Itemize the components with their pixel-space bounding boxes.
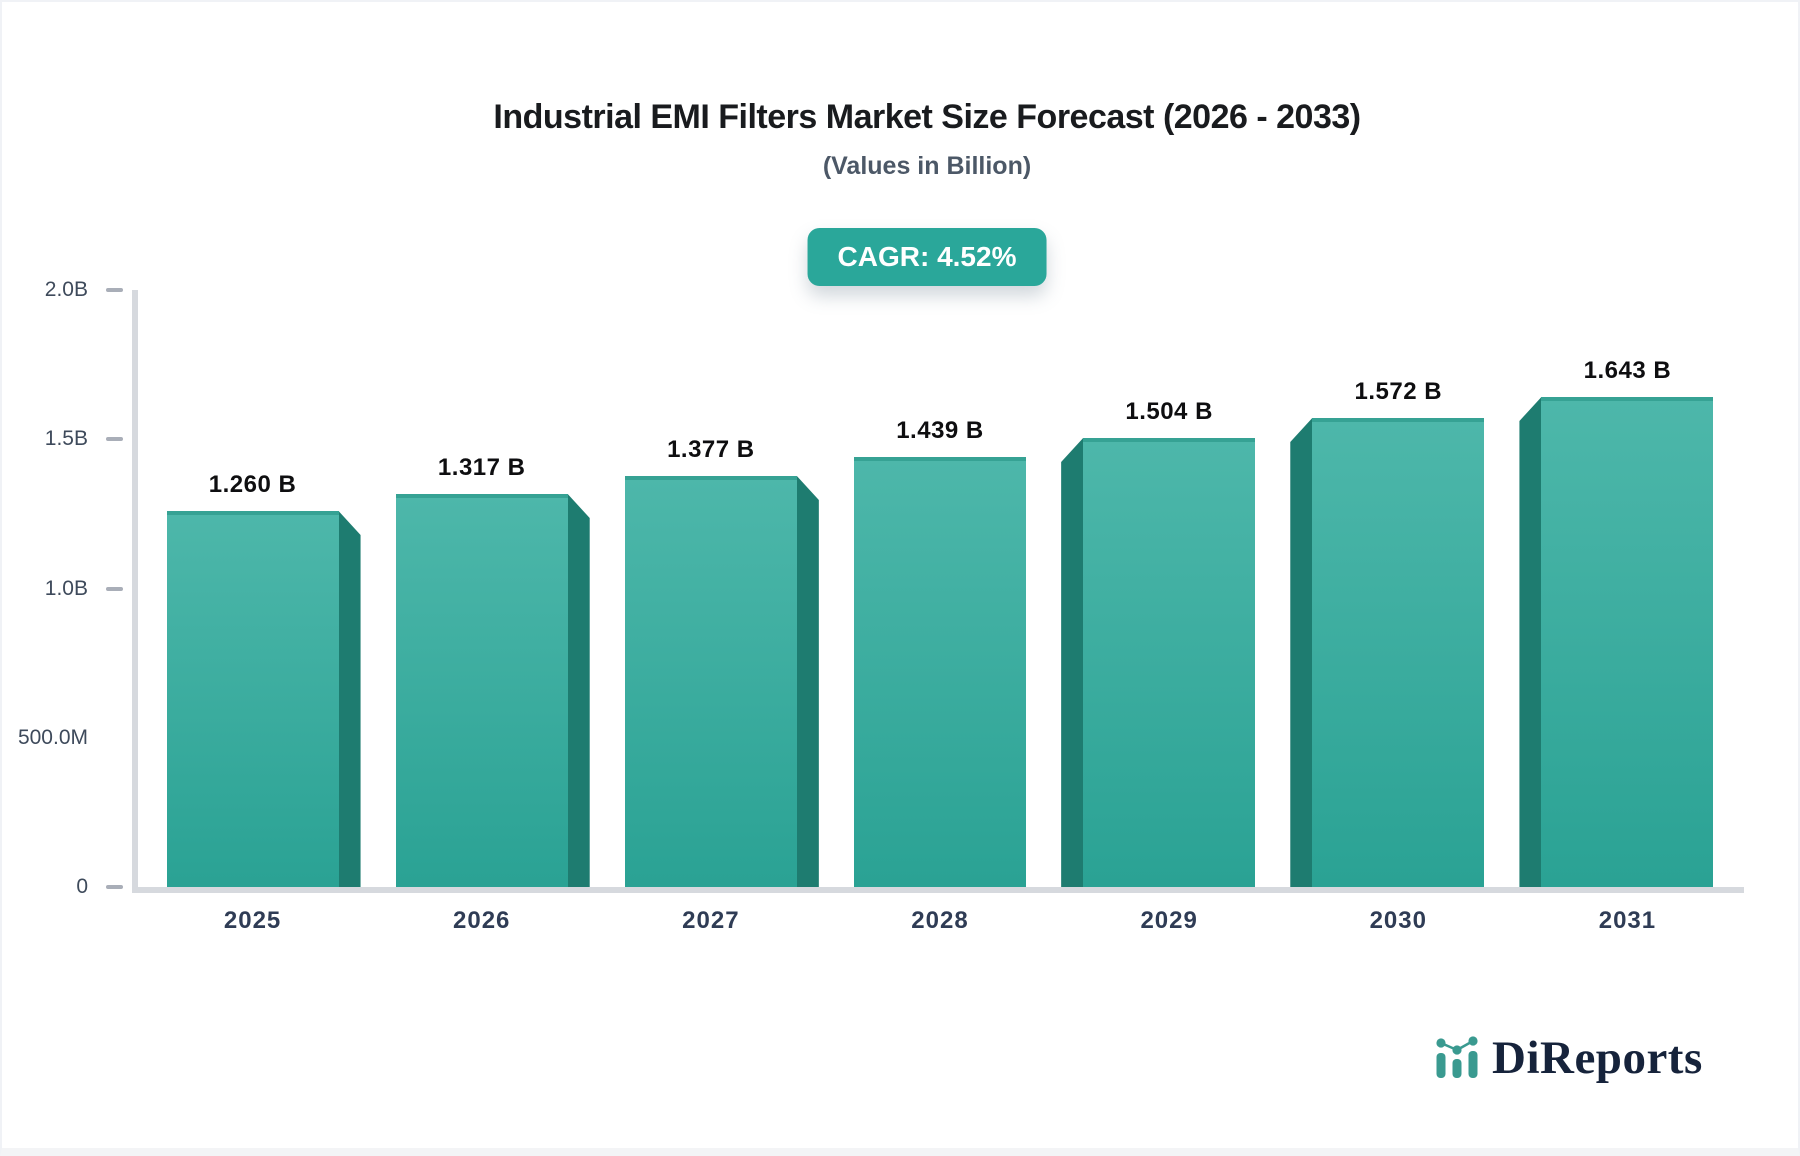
bar-side-face xyxy=(796,476,819,887)
bar xyxy=(1083,438,1256,887)
bar-slot: 1.572 B xyxy=(1284,290,1513,887)
y-tick-dash xyxy=(106,885,123,889)
chart-subtitle: (Values in Billion) xyxy=(822,152,1032,180)
x-tick-label: 2029 xyxy=(1140,907,1198,934)
y-tick-dash xyxy=(106,288,123,292)
bar-side-face xyxy=(1061,438,1084,887)
y-tick-dash xyxy=(106,437,123,442)
bar-value-label: 1.260 B xyxy=(208,471,297,498)
y-tick-dash xyxy=(106,586,123,591)
bar xyxy=(166,511,339,887)
bar-slot: 1.643 B xyxy=(1513,290,1742,887)
mini-bar-chart-icon xyxy=(1430,1028,1484,1087)
logo-text: DiReports xyxy=(1492,1031,1703,1084)
x-axis-line xyxy=(132,887,1744,893)
bar-slot: 1.260 B xyxy=(138,290,367,887)
x-tick-label: 2031 xyxy=(1598,907,1657,934)
x-tick-label: 2028 xyxy=(911,907,969,934)
bars: 1.260 B 1.317 B 1.377 B 1.439 B 1.504 B 1.572… xyxy=(138,290,1742,887)
bar-side-face xyxy=(567,494,590,887)
bar-slot: 1.317 B xyxy=(367,290,596,887)
bar-slot: 1.377 B xyxy=(596,290,825,887)
x-tick-label: 2030 xyxy=(1369,907,1427,934)
bar-side-face xyxy=(338,511,361,887)
y-tick-label: 2.0B xyxy=(44,278,88,301)
y-tick-label: 1.0B xyxy=(44,576,88,600)
bar-side-face xyxy=(1290,418,1313,887)
x-axis-labels: 2025 2026 2027 2028 2029 2030 2031 xyxy=(138,907,1742,935)
bar xyxy=(1312,418,1485,887)
bar-slot: 1.504 B xyxy=(1055,290,1284,887)
bar-side-face xyxy=(1519,397,1542,887)
cagr-badge: CAGR: 4.52% xyxy=(807,228,1047,286)
chart-title: Industrial EMI Filters Market Size Forec… xyxy=(493,98,1361,136)
bar xyxy=(1541,397,1714,887)
y-tick-label: 500.0M xyxy=(17,725,88,749)
bar-value-label: 1.377 B xyxy=(667,436,755,463)
x-tick-label: 2026 xyxy=(453,907,511,934)
bar-value-label: 1.317 B xyxy=(437,454,526,481)
bar-value-label: 1.439 B xyxy=(896,417,984,444)
bar-value-label: 1.504 B xyxy=(1125,398,1213,425)
y-axis-line xyxy=(132,290,138,893)
bar-value-label: 1.643 B xyxy=(1583,357,1672,384)
y-tick-label: 0 xyxy=(76,875,88,898)
x-tick-label: 2025 xyxy=(223,907,282,934)
bar xyxy=(624,476,797,887)
bar-value-label: 1.572 B xyxy=(1354,378,1443,405)
x-tick-label: 2027 xyxy=(682,907,740,934)
bar xyxy=(853,457,1026,887)
bar-slot: 1.439 B xyxy=(825,290,1054,887)
y-tick-label: 1.5B xyxy=(44,427,88,451)
bar xyxy=(395,494,568,887)
direports-logo: DiReports xyxy=(1430,1028,1703,1087)
